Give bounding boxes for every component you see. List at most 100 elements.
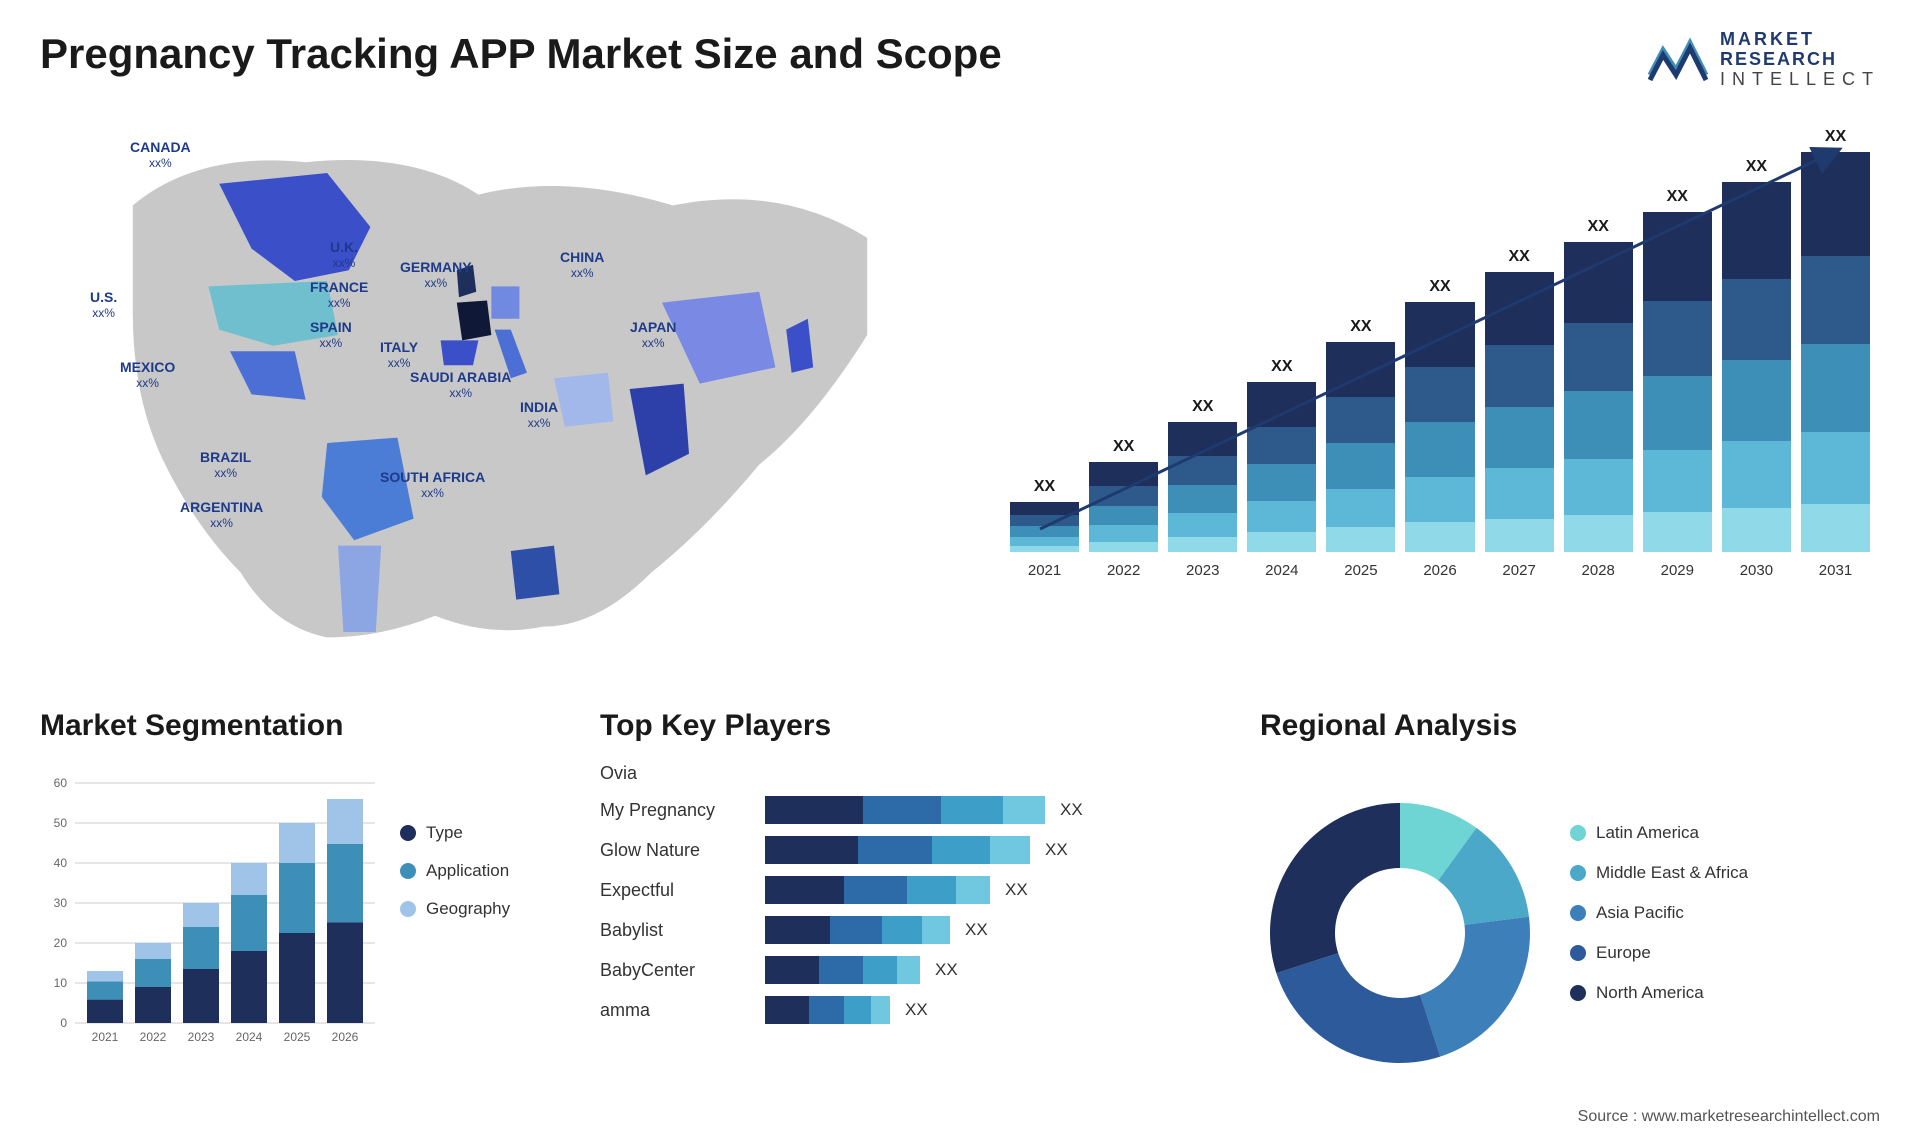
- player-value: XX: [1045, 840, 1085, 860]
- growth-chart: XX2021XX2022XX2023XX2024XX2025XX2026XX20…: [1000, 119, 1880, 659]
- svg-text:30: 30: [54, 896, 68, 910]
- map-label-mexico: MEXICOxx%: [120, 359, 175, 390]
- seg-bar: [327, 799, 363, 844]
- growth-bar-2023: XX 2023: [1168, 398, 1237, 579]
- map-label-germany: GERMANYxx%: [400, 259, 472, 290]
- seg-bar: [183, 903, 219, 927]
- region-panel: Regional Analysis Latin America Middle Ea…: [1260, 709, 1880, 1089]
- growth-bar-2030: XX2030: [1722, 158, 1791, 579]
- region-legend-europe: Europe: [1570, 943, 1748, 963]
- growth-value-label: XX: [1588, 218, 1609, 236]
- world-map: CANADAxx% U.S.xx% MEXICOxx% BRAZILxx% ARGENT…: [40, 119, 960, 659]
- segmentation-panel: Market Segmentation 01020304050602021202…: [40, 709, 560, 1089]
- segmentation-title: Market Segmentation: [40, 709, 560, 743]
- growth-bar-2021: XX 2021: [1010, 478, 1079, 579]
- map-label-saudi-arabia: SAUDI ARABIAxx%: [410, 369, 511, 400]
- svg-text:2021: 2021: [92, 1030, 119, 1044]
- region-legend-latin-america: Latin America: [1570, 823, 1748, 843]
- seg-bar: [279, 823, 315, 863]
- seg-bar: [135, 959, 171, 987]
- growth-bar-2028: XX 2028: [1564, 218, 1633, 579]
- growth-year-label: 2031: [1819, 562, 1852, 579]
- map-label-france: FRANCExx%: [310, 279, 368, 310]
- growth-value-label: XX: [1034, 478, 1055, 496]
- player-name: amma: [600, 1000, 750, 1021]
- logo: MARKET RESEARCH INTELLECT: [1648, 30, 1880, 89]
- growth-value-label: XX: [1667, 188, 1688, 206]
- country-france: [457, 301, 492, 341]
- svg-text:0: 0: [60, 1016, 67, 1030]
- player-row-my-pregnancy: My PregnancyXX: [600, 796, 1220, 824]
- map-label-argentina: ARGENTINAxx%: [180, 499, 263, 530]
- player-name: Ovia: [600, 763, 750, 784]
- seg-bar: [135, 987, 171, 1023]
- seg-bar: [279, 863, 315, 933]
- seg-bar: [231, 863, 267, 895]
- svg-text:60: 60: [54, 776, 68, 790]
- seg-bar: [231, 951, 267, 1023]
- growth-year-label: 2023: [1186, 562, 1219, 579]
- map-label-canada: CANADAxx%: [130, 139, 191, 170]
- svg-text:20: 20: [54, 936, 68, 950]
- growth-year-label: 2030: [1740, 562, 1773, 579]
- donut-slice-europe: [1276, 953, 1440, 1063]
- map-label-china: CHINAxx%: [560, 249, 604, 280]
- player-value: XX: [935, 960, 975, 980]
- growth-value-label: XX: [1350, 318, 1371, 336]
- seg-bar: [183, 927, 219, 969]
- country-germany: [491, 287, 519, 319]
- growth-value-label: XX: [1508, 248, 1529, 266]
- seg-bar: [183, 969, 219, 1023]
- donut-slice-asia-pacific: [1420, 917, 1530, 1057]
- player-name: Babylist: [600, 920, 750, 941]
- growth-year-label: 2021: [1028, 562, 1061, 579]
- source-text: Source : www.marketresearchintellect.com: [1578, 1108, 1880, 1126]
- growth-bar-2024: XX2024: [1247, 358, 1316, 579]
- region-title: Regional Analysis: [1260, 709, 1880, 743]
- growth-year-label: 2028: [1582, 562, 1615, 579]
- svg-text:2025: 2025: [284, 1030, 311, 1044]
- svg-text:2026: 2026: [332, 1030, 359, 1044]
- growth-bar-2027: XX 2027: [1485, 248, 1554, 579]
- growth-year-label: 2026: [1423, 562, 1456, 579]
- legend-application: Application: [400, 861, 540, 881]
- map-label-u.k.: U.K.xx%: [330, 239, 358, 270]
- growth-year-label: 2024: [1265, 562, 1298, 579]
- player-row-babylist: Babylist XX: [600, 916, 1220, 944]
- region-legend-asia-pacific: Asia Pacific: [1570, 903, 1748, 923]
- growth-year-label: 2022: [1107, 562, 1140, 579]
- growth-year-label: 2027: [1502, 562, 1535, 579]
- seg-bar: [279, 933, 315, 1023]
- players-title: Top Key Players: [600, 709, 1220, 743]
- player-value: XX: [965, 920, 1005, 940]
- svg-text:50: 50: [54, 816, 68, 830]
- legend-type: Type: [400, 823, 540, 843]
- logo-line2: RESEARCH: [1720, 50, 1880, 70]
- growth-year-label: 2029: [1661, 562, 1694, 579]
- growth-value-label: XX: [1825, 128, 1846, 146]
- map-label-south-africa: SOUTH AFRICAxx%: [380, 469, 485, 500]
- player-value: XX: [905, 1000, 945, 1020]
- legend-geography: Geography: [400, 899, 540, 919]
- svg-text:2022: 2022: [140, 1030, 167, 1044]
- seg-bar: [87, 1000, 123, 1023]
- player-value: XX: [1060, 800, 1100, 820]
- players-panel: Top Key Players OviaMy PregnancyXXGlow N…: [600, 709, 1220, 1089]
- map-label-u.s.: U.S.xx%: [90, 289, 117, 320]
- country-spain: [441, 341, 479, 366]
- svg-text:2024: 2024: [236, 1030, 263, 1044]
- growth-value-label: XX: [1192, 398, 1213, 416]
- growth-value-label: XX: [1429, 278, 1450, 296]
- growth-bar-2022: XX2022: [1089, 438, 1158, 579]
- player-row-amma: amma XX: [600, 996, 1220, 1024]
- region-legend-middle-east-africa: Middle East & Africa: [1570, 863, 1748, 883]
- seg-bar: [135, 943, 171, 959]
- country-safrica: [511, 546, 560, 600]
- seg-bar: [231, 895, 267, 951]
- player-name: Expectful: [600, 880, 750, 901]
- map-label-brazil: BRAZILxx%: [200, 449, 251, 480]
- growth-bar-2031: XX 2031: [1801, 128, 1870, 579]
- seg-bar: [327, 923, 363, 1024]
- seg-bar: [87, 971, 123, 981]
- map-label-italy: ITALYxx%: [380, 339, 418, 370]
